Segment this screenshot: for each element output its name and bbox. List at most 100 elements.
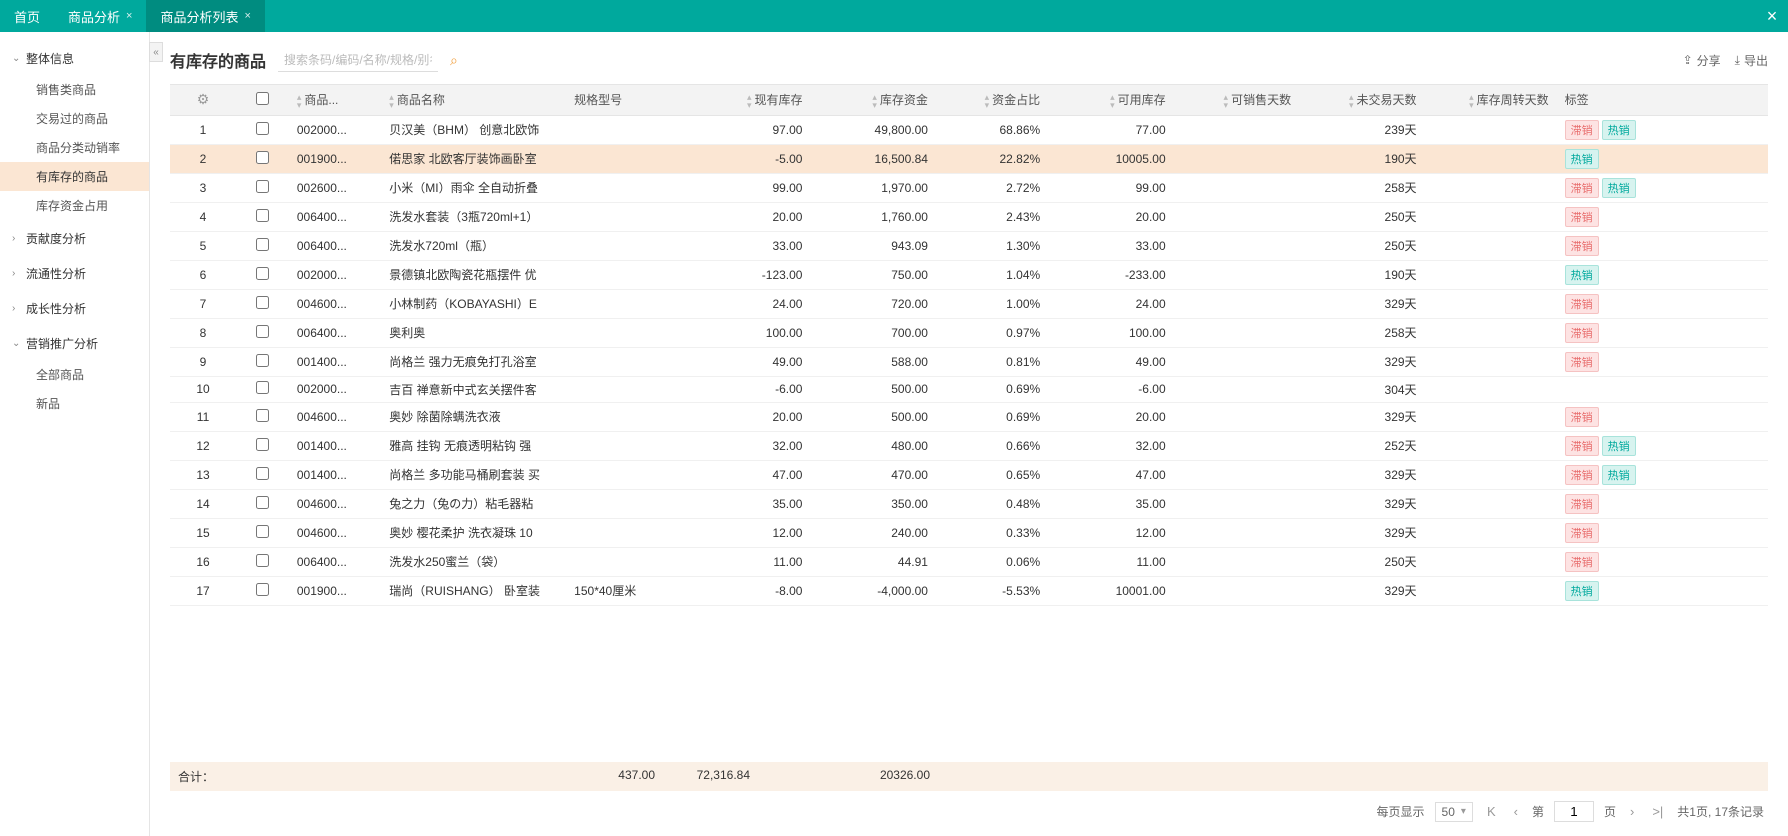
row-checkbox[interactable] (256, 409, 269, 422)
col-header-code[interactable]: ▴▾商品... (289, 85, 381, 115)
page-title: 有库存的商品 (170, 48, 266, 72)
col-label: 规格型号 (574, 93, 622, 107)
sidebar-group-1[interactable]: ›贡献度分析 (0, 222, 149, 255)
next-page-button[interactable]: › (1626, 804, 1638, 819)
col-header-gear[interactable]: ⚙ (170, 85, 236, 115)
sidebar-group-3[interactable]: ›成长性分析 (0, 292, 149, 325)
table-row[interactable]: 13001400...尚格兰 多功能马桶刷套装 买47.00470.000.65… (170, 460, 1768, 489)
row-checkbox[interactable] (256, 583, 269, 596)
cell-spec (566, 518, 685, 547)
sidebar-group-0[interactable]: ⌄整体信息 (0, 42, 149, 75)
first-page-button[interactable]: K (1483, 804, 1500, 819)
export-button[interactable]: ⤓ 导出 (1735, 52, 1768, 69)
sidebar-item-0-4[interactable]: 库存资金占用 (0, 191, 149, 220)
table-row[interactable]: 1002000...贝汉美（BHM） 创意北欧饰97.0049,800.0068… (170, 115, 1768, 144)
cell-saledays (1174, 376, 1299, 402)
table-row[interactable]: 14004600...兔之力（兔の力）粘毛器粘35.00350.000.48%3… (170, 489, 1768, 518)
sidebar-collapse-button[interactable]: « (149, 42, 163, 62)
col-header-saledays[interactable]: ▴▾可销售天数 (1174, 85, 1299, 115)
cell-notrade: 329天 (1299, 576, 1424, 605)
cell-capital: 750.00 (810, 260, 935, 289)
chevron-right-icon: › (12, 303, 22, 314)
cell-code: 004600... (289, 402, 381, 431)
select-all-checkbox[interactable] (256, 92, 269, 105)
table-row[interactable]: 2001900...偌思家 北欧客厅装饰画卧室-5.0016,500.8422.… (170, 144, 1768, 173)
table-row[interactable]: 5006400...洗发水720ml（瓶）33.00943.091.30%33.… (170, 231, 1768, 260)
row-checkbox[interactable] (256, 525, 269, 538)
tab-2[interactable]: 商品分析列表× (146, 0, 264, 32)
sidebar-item-0-0[interactable]: 销售类商品 (0, 75, 149, 104)
tab-0[interactable]: 首页 (0, 0, 54, 32)
row-checkbox[interactable] (256, 438, 269, 451)
col-header-name[interactable]: ▴▾商品名称 (381, 85, 566, 115)
tag-badge: 滞销 (1565, 352, 1599, 372)
sidebar-item-4-0[interactable]: 全部商品 (0, 360, 149, 389)
col-header-spec[interactable]: 规格型号 (566, 85, 685, 115)
row-checkbox[interactable] (256, 325, 269, 338)
sidebar-item-0-1[interactable]: 交易过的商品 (0, 104, 149, 133)
cell-name: 奥妙 樱花柔护 洗衣凝珠 10 (381, 518, 566, 547)
close-icon[interactable]: × (126, 10, 132, 22)
col-header-tag[interactable]: 标签 (1557, 85, 1768, 115)
col-header-capital[interactable]: ▴▾库存资金 (810, 85, 935, 115)
table-row[interactable]: 6002000...景德镇北欧陶瓷花瓶摆件 优-123.00750.001.04… (170, 260, 1768, 289)
row-checkbox[interactable] (256, 496, 269, 509)
share-button[interactable]: ⇪ 分享 (1683, 52, 1721, 69)
col-header-notrade[interactable]: ▴▾未交易天数 (1299, 85, 1424, 115)
sort-icon: ▴▾ (1349, 93, 1354, 109)
cell-name: 雅高 挂钩 无痕透明粘钩 强 (381, 431, 566, 460)
tab-1[interactable]: 商品分析× (54, 0, 146, 32)
row-checkbox[interactable] (256, 180, 269, 193)
col-header-stock[interactable]: ▴▾现有库存 (685, 85, 810, 115)
row-checkbox[interactable] (256, 354, 269, 367)
sidebar-group-2[interactable]: ›流通性分析 (0, 257, 149, 290)
row-checkbox[interactable] (256, 381, 269, 394)
row-checkbox[interactable] (256, 467, 269, 480)
table-row[interactable]: 16006400...洗发水250蜜兰（袋）11.0044.910.06%11.… (170, 547, 1768, 576)
col-header-available[interactable]: ▴▾可用库存 (1048, 85, 1173, 115)
col-header-check[interactable] (236, 85, 289, 115)
col-header-turnover[interactable]: ▴▾库存周转天数 (1425, 85, 1557, 115)
row-checkbox[interactable] (256, 554, 269, 567)
cell-spec (566, 318, 685, 347)
row-checkbox[interactable] (256, 151, 269, 164)
tabs-close-all-button[interactable]: × (1756, 0, 1788, 32)
cell-name: 奥妙 除菌除螨洗衣液 (381, 402, 566, 431)
gear-icon[interactable]: ⚙ (197, 91, 210, 107)
cell-name: 瑞尚（RUISHANG） 卧室装 (381, 576, 566, 605)
page-size-select[interactable]: 50 ▾ (1435, 802, 1473, 822)
table-row[interactable]: 4006400...洗发水套装（3瓶720ml+1）20.001,760.002… (170, 202, 1768, 231)
row-checkbox[interactable] (256, 238, 269, 251)
sidebar-item-0-3[interactable]: 有库存的商品 (0, 162, 149, 191)
cell-capital: 500.00 (810, 402, 935, 431)
row-checkbox[interactable] (256, 296, 269, 309)
table-row[interactable]: 15004600...奥妙 樱花柔护 洗衣凝珠 1012.00240.000.3… (170, 518, 1768, 547)
page-input[interactable] (1554, 801, 1594, 822)
cell-ratio: 1.00% (936, 289, 1048, 318)
table-row[interactable]: 9001400...尚格兰 强力无痕免打孔浴室49.00588.000.81%4… (170, 347, 1768, 376)
table-row[interactable]: 8006400...奥利奥100.00700.000.97%100.00258天… (170, 318, 1768, 347)
cell-ratio: 0.69% (936, 402, 1048, 431)
cell-stock: 11.00 (685, 547, 810, 576)
close-icon[interactable]: × (244, 10, 250, 22)
table-row[interactable]: 7004600...小林制药（KOBAYASHI）E24.00720.001.0… (170, 289, 1768, 318)
cell-spec (566, 115, 685, 144)
prev-page-button[interactable]: ‹ (1510, 804, 1522, 819)
table-row[interactable]: 12001400...雅高 挂钩 无痕透明粘钩 强32.00480.000.66… (170, 431, 1768, 460)
table-row[interactable]: 3002600...小米（MI）雨伞 全自动折叠99.001,970.002.7… (170, 173, 1768, 202)
sidebar-item-4-1[interactable]: 新品 (0, 389, 149, 418)
last-page-button[interactable]: >| (1648, 804, 1667, 819)
cell-capital: 350.00 (810, 489, 935, 518)
row-checkbox[interactable] (256, 122, 269, 135)
row-checkbox[interactable] (256, 267, 269, 280)
table-row[interactable]: 10002000...吉百 禅意新中式玄关摆件客-6.00500.000.69%… (170, 376, 1768, 402)
table-row[interactable]: 17001900...瑞尚（RUISHANG） 卧室装150*40厘米-8.00… (170, 576, 1768, 605)
row-checkbox[interactable] (256, 209, 269, 222)
sidebar-group-4[interactable]: ⌄营销推广分析 (0, 327, 149, 360)
col-header-ratio[interactable]: ▴▾资金占比 (936, 85, 1048, 115)
table-row[interactable]: 11004600...奥妙 除菌除螨洗衣液20.00500.000.69%20.… (170, 402, 1768, 431)
search-icon[interactable]: ⌕ (450, 52, 458, 69)
search-input[interactable] (278, 49, 438, 72)
sidebar-item-0-2[interactable]: 商品分类动销率 (0, 133, 149, 162)
cell-code: 001400... (289, 431, 381, 460)
